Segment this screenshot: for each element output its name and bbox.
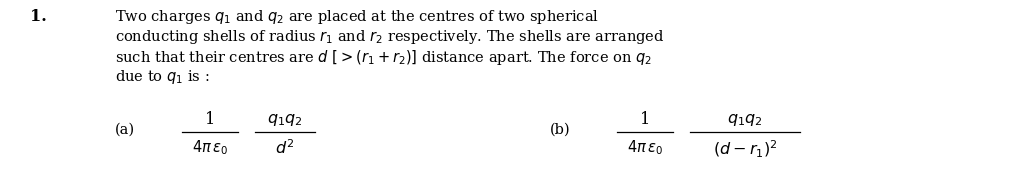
Text: due to $q_1$ is :: due to $q_1$ is : xyxy=(115,68,210,86)
Text: $(d - r_1)^2$: $(d - r_1)^2$ xyxy=(713,138,777,159)
Text: such that their centres are $d$ $[>(r_1 + r_2)]$ distance apart. The force on $q: such that their centres are $d$ $[>(r_1 … xyxy=(115,48,652,67)
Text: (b): (b) xyxy=(550,123,570,137)
Text: (a): (a) xyxy=(115,123,135,137)
Text: $4\pi\,\varepsilon_0$: $4\pi\,\varepsilon_0$ xyxy=(191,139,228,157)
Text: 1: 1 xyxy=(640,112,650,129)
Text: $q_1 q_2$: $q_1 q_2$ xyxy=(727,112,763,129)
Text: Two charges $q_1$ and $q_2$ are placed at the centres of two spherical: Two charges $q_1$ and $q_2$ are placed a… xyxy=(115,8,599,26)
Text: conducting shells of radius $r_1$ and $r_2$ respectively. The shells are arrange: conducting shells of radius $r_1$ and $r… xyxy=(115,28,665,46)
Text: $q_1 q_2$: $q_1 q_2$ xyxy=(267,112,303,129)
Text: $d^2$: $d^2$ xyxy=(275,140,295,158)
Text: 1: 1 xyxy=(205,112,215,129)
Text: 1.: 1. xyxy=(30,8,47,25)
Text: $4\pi\,\varepsilon_0$: $4\pi\,\varepsilon_0$ xyxy=(627,139,664,157)
